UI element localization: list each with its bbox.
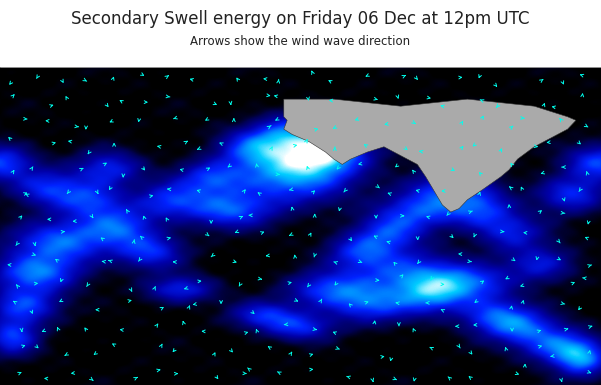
Polygon shape <box>284 99 576 212</box>
Text: Secondary Swell energy on Friday 06 Dec at 12pm UTC: Secondary Swell energy on Friday 06 Dec … <box>72 10 529 28</box>
Text: Arrows show the wind wave direction: Arrows show the wind wave direction <box>191 35 410 48</box>
